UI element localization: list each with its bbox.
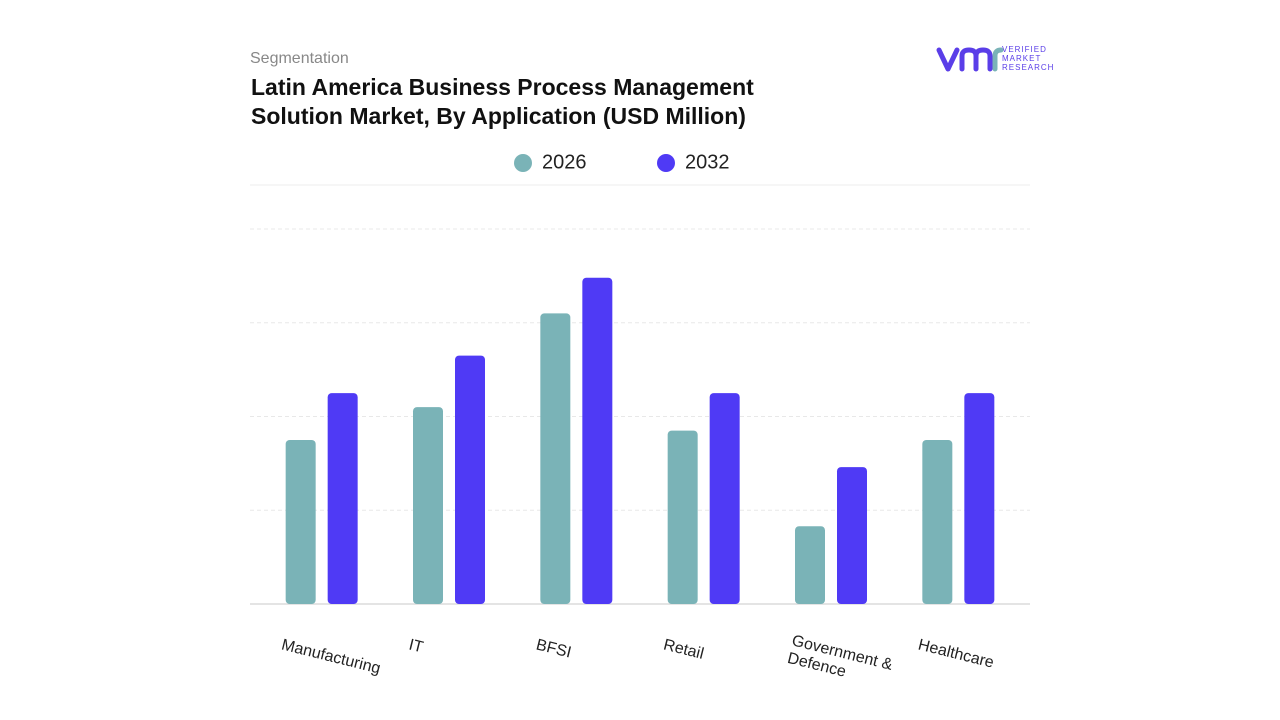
chart-title: Latin America Business Process Managemen…: [251, 74, 754, 129]
x-tick-label: Retail: [662, 636, 706, 662]
x-tick-label: Government &Defence: [786, 633, 895, 692]
bar: [455, 355, 485, 604]
bar: [327, 393, 358, 604]
bar: [709, 393, 740, 604]
chart-subtitle: Segmentation: [250, 50, 349, 67]
bar: [922, 439, 953, 604]
logo-mark: [992, 47, 1004, 72]
bar: [964, 393, 995, 604]
bar: [413, 407, 443, 604]
bar: [540, 313, 571, 604]
bar: [795, 526, 825, 604]
bar: [667, 430, 698, 604]
logo-mark: [936, 47, 960, 72]
logo-text: VERIFIED: [1002, 45, 1047, 54]
legend-marker: [514, 154, 532, 172]
logo-text: MARKET: [1002, 54, 1041, 63]
legend-label: 2032: [685, 151, 730, 173]
x-tick-label: Manufacturing: [280, 636, 382, 677]
bar: [582, 277, 613, 604]
x-tick-label: BFSI: [534, 636, 573, 661]
bar: [837, 467, 867, 604]
logo: [936, 47, 1004, 72]
legend-marker: [657, 154, 675, 172]
logo-text: RESEARCH: [1002, 63, 1054, 72]
legend-label: 2026: [542, 151, 587, 173]
bar: [285, 439, 316, 604]
x-tick-label: Healthcare: [916, 636, 995, 671]
x-tick-label: IT: [407, 636, 425, 656]
logo-mark: [959, 47, 993, 72]
